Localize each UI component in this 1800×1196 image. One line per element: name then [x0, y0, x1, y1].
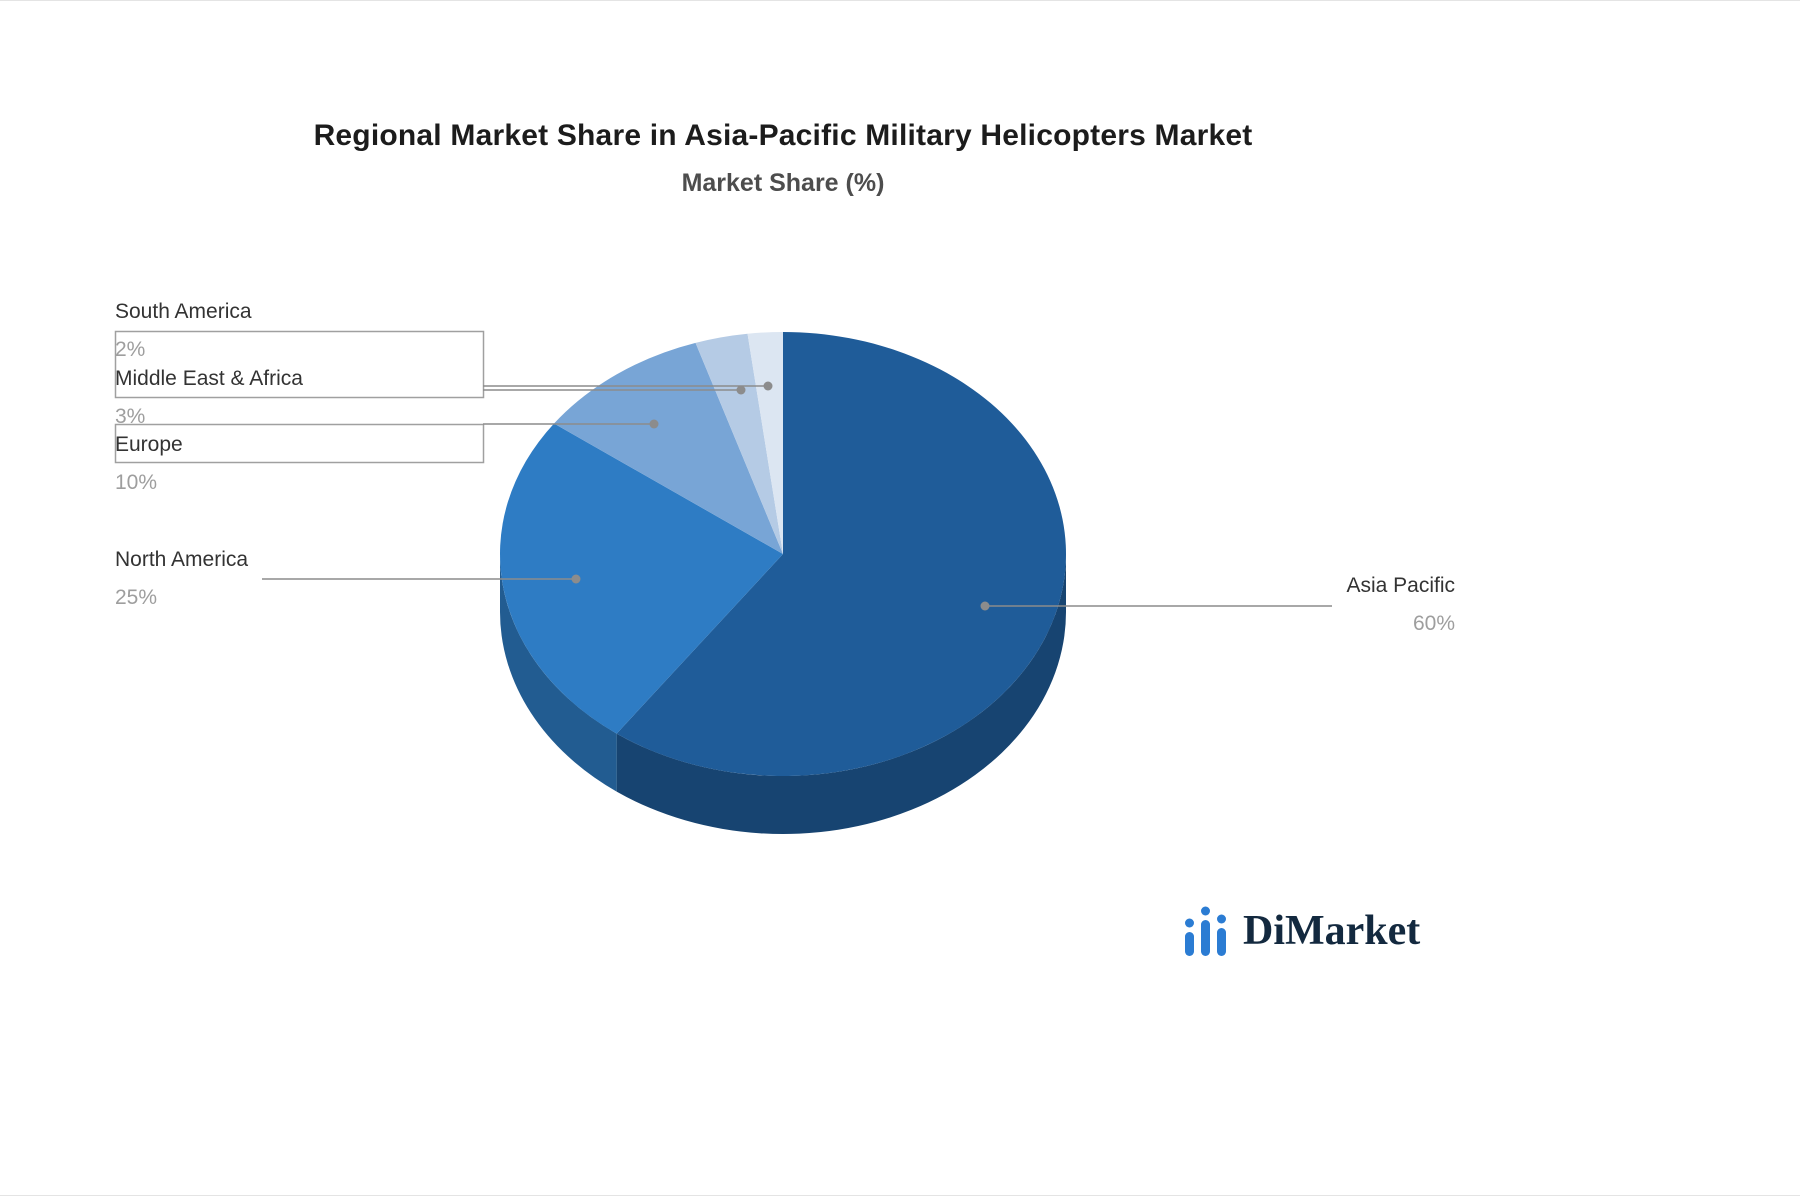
callout-box-europe	[114, 423, 485, 464]
value-europe: 10%	[115, 471, 158, 494]
pie-slice-top	[554, 342, 783, 554]
label-europe: Europe	[115, 433, 183, 456]
callout-box-south-america	[114, 330, 485, 399]
pie-slices	[500, 332, 1066, 834]
label-connectors	[114, 330, 1332, 607]
pie-slice-top	[695, 333, 783, 554]
value-middle-east-africa: 3%	[115, 405, 146, 428]
pie-slice-top	[616, 332, 1066, 776]
pie-slice-side	[500, 554, 617, 792]
value-south-america: 2%	[115, 338, 146, 361]
dimarket-logo-icon	[1185, 906, 1226, 956]
chart-subtitle: Market Share (%)	[681, 169, 885, 197]
pie-slice-side	[616, 554, 1066, 834]
pie-slice-top	[500, 423, 783, 734]
pie-slice-top	[747, 332, 783, 554]
dimarket-logo-text: DiMarket	[1243, 908, 1421, 954]
value-asia-pacific: 60%	[1412, 612, 1455, 635]
label-south-america: South America	[115, 300, 252, 323]
label-asia-pacific: Asia Pacific	[1346, 574, 1455, 597]
dimarket-logo: DiMarket	[1185, 904, 1420, 958]
chart-title: Regional Market Share in Asia-Pacific Mi…	[313, 119, 1253, 152]
value-north-america: 25%	[115, 586, 158, 609]
connector-dots	[571, 381, 990, 611]
label-north-america: North America	[115, 548, 249, 571]
label-middle-east-africa: Middle East & Africa	[115, 367, 303, 390]
